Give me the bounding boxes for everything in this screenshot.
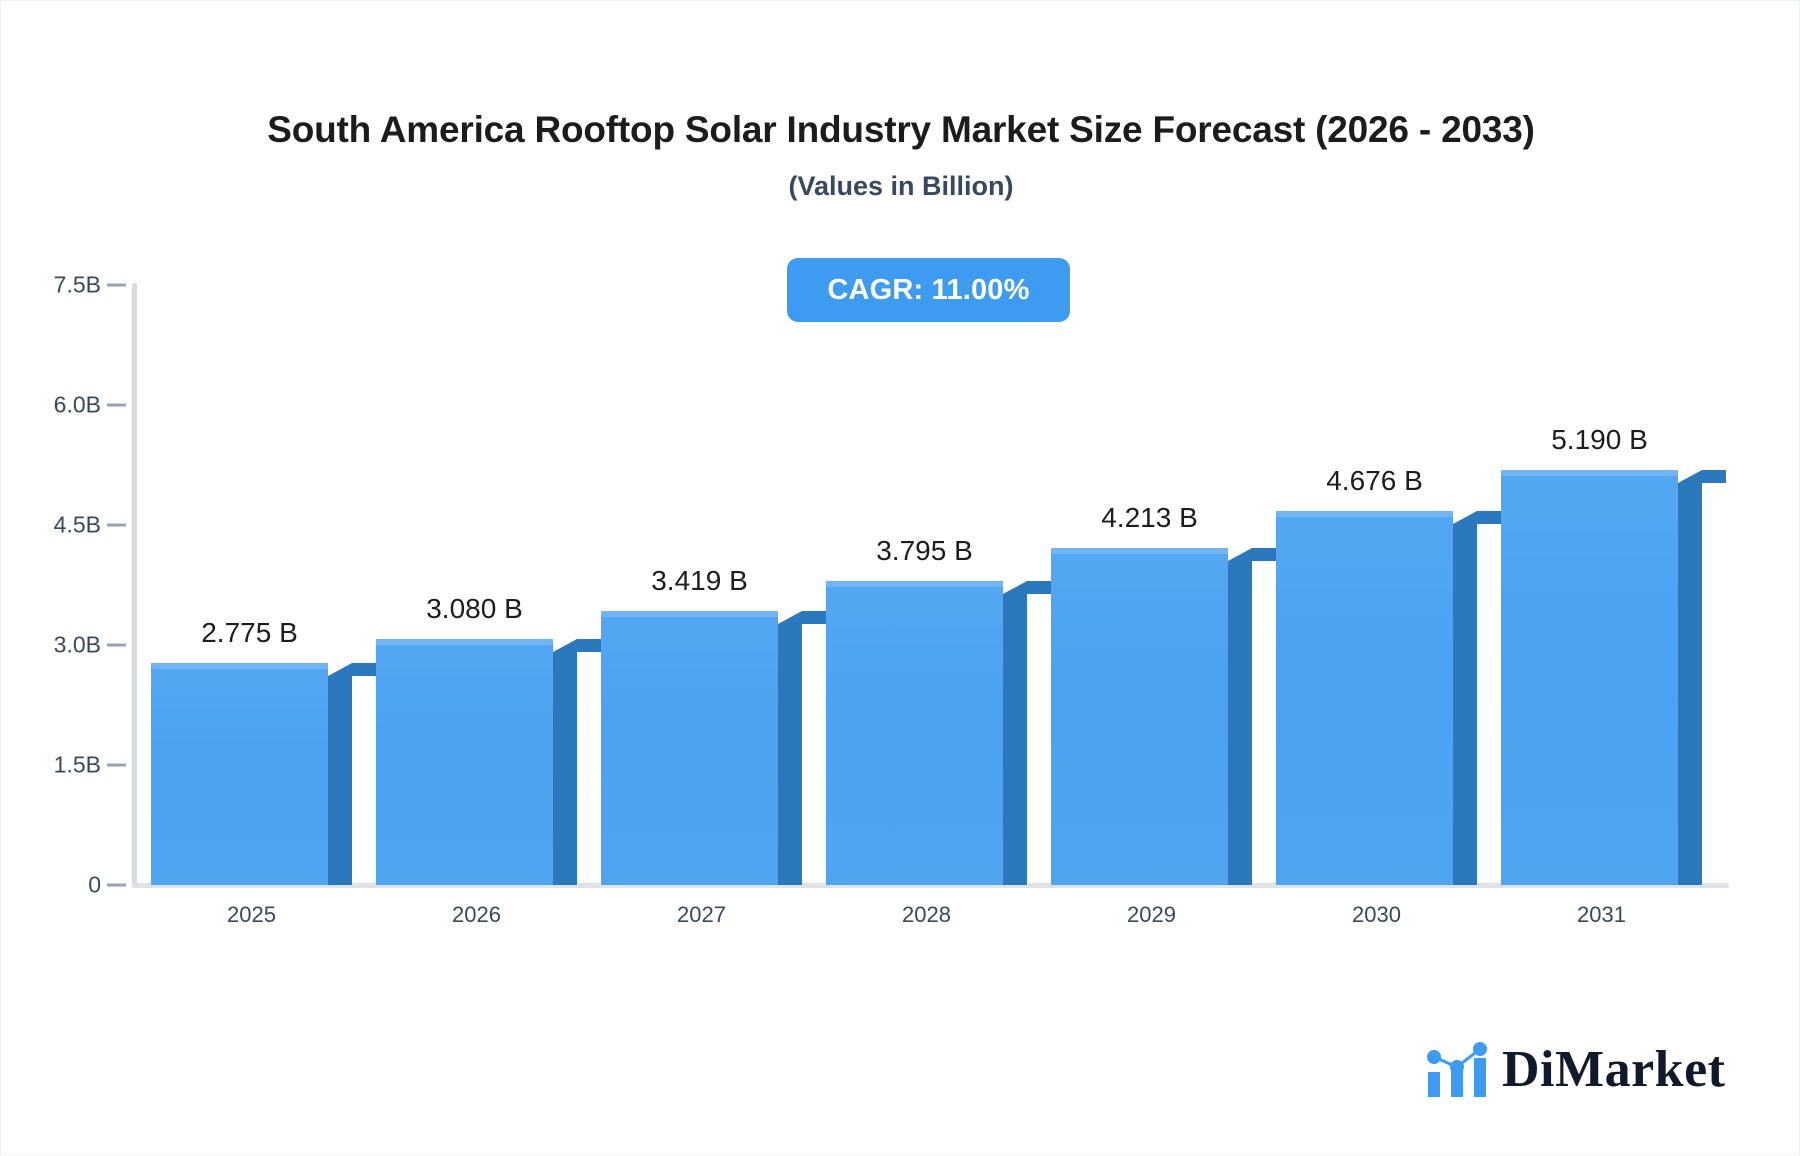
bar[interactable] — [1501, 469, 1726, 885]
bar-front-face — [1051, 547, 1228, 885]
bar-chart-logo-icon — [1426, 1041, 1488, 1099]
y-axis-tick-mark — [107, 643, 126, 647]
y-axis-tick-label: 1.5B — [53, 751, 101, 778]
bar-side-bevel — [328, 663, 376, 676]
bar-value-label: 4.213 B — [1101, 501, 1198, 533]
bar-side-bevel — [1453, 510, 1501, 524]
x-axis-tick-label: 2031 — [1577, 902, 1626, 927]
bar-side-face — [553, 651, 577, 885]
logo-text: DiMarket — [1502, 1041, 1726, 1098]
y-axis-tick-label: 0 — [88, 871, 101, 898]
bar[interactable] — [601, 611, 826, 885]
bar[interactable] — [1276, 510, 1501, 885]
bar[interactable] — [1051, 547, 1276, 885]
bar-side-face — [778, 624, 802, 885]
bar-front-face — [151, 663, 328, 885]
y-axis-tick-label: 7.5B — [53, 271, 101, 298]
bar-top-face — [826, 581, 1003, 588]
bar-side-face — [1453, 523, 1477, 885]
chart-subtitle: (Values in Billion) — [788, 171, 1014, 201]
bar-side-bevel — [1228, 547, 1276, 561]
y-axis-tick-label: 3.0B — [53, 631, 101, 658]
y-axis-tick-mark — [107, 523, 126, 527]
y-axis-tick-mark — [107, 283, 126, 287]
y-axis-tick-mark — [107, 883, 126, 887]
bar[interactable] — [376, 638, 601, 885]
x-axis-tick-label: 2030 — [1352, 902, 1401, 927]
y-axis-tick-mark — [107, 763, 126, 767]
bar-front-face — [826, 581, 1003, 885]
bar-value-label: 5.190 B — [1551, 423, 1648, 455]
bar-side-bevel — [778, 611, 826, 625]
x-axis-tick-label: 2028 — [902, 902, 951, 927]
bar-top-face — [151, 663, 328, 669]
bar-value-label: 3.419 B — [651, 565, 748, 597]
y-axis-tick-label: 6.0B — [53, 391, 101, 418]
dimarket-logo: DiMarket — [1426, 1041, 1725, 1099]
bar-side-bevel — [1678, 469, 1726, 483]
bar-top-face — [1051, 547, 1228, 554]
y-axis-tick-label: 4.5B — [53, 511, 101, 538]
cagr-badge[interactable]: CAGR: 11.00% — [787, 258, 1070, 322]
bar-side-face — [1228, 560, 1252, 885]
bar-value-label: 3.795 B — [876, 535, 973, 567]
x-axis-tick-label: 2025 — [227, 902, 276, 927]
y-axis-line — [132, 283, 137, 887]
x-axis-tick-label: 2026 — [452, 902, 501, 927]
bar-front-face — [1501, 469, 1678, 885]
bar-top-face — [1276, 510, 1453, 517]
x-axis-line — [132, 883, 1729, 888]
cagr-badge-label: CAGR: 11.00% — [827, 273, 1030, 306]
x-axis-tick-label: 2027 — [677, 902, 726, 927]
bar-side-face — [1678, 482, 1702, 885]
bar-front-face — [376, 638, 553, 885]
bar-top-face — [1501, 469, 1678, 476]
bar[interactable] — [826, 581, 1051, 885]
bar-value-label: 2.775 B — [201, 617, 298, 648]
bar[interactable] — [151, 663, 376, 885]
bar-side-bevel — [553, 638, 601, 652]
bar-top-face — [376, 638, 553, 645]
y-axis-tick-mark — [107, 403, 126, 407]
bar-side-bevel — [1003, 581, 1051, 595]
bar-front-face — [1276, 510, 1453, 885]
bar-front-face — [601, 611, 778, 885]
x-axis-tick-label: 2029 — [1127, 902, 1176, 927]
bar-top-face — [601, 611, 778, 618]
bar-value-label: 4.676 B — [1326, 464, 1423, 496]
bar-side-face — [328, 676, 352, 885]
page-title: South America Rooftop Solar Industry Mar… — [267, 109, 1535, 150]
bar-value-label: 3.080 B — [426, 592, 523, 624]
bar-side-face — [1003, 594, 1027, 885]
